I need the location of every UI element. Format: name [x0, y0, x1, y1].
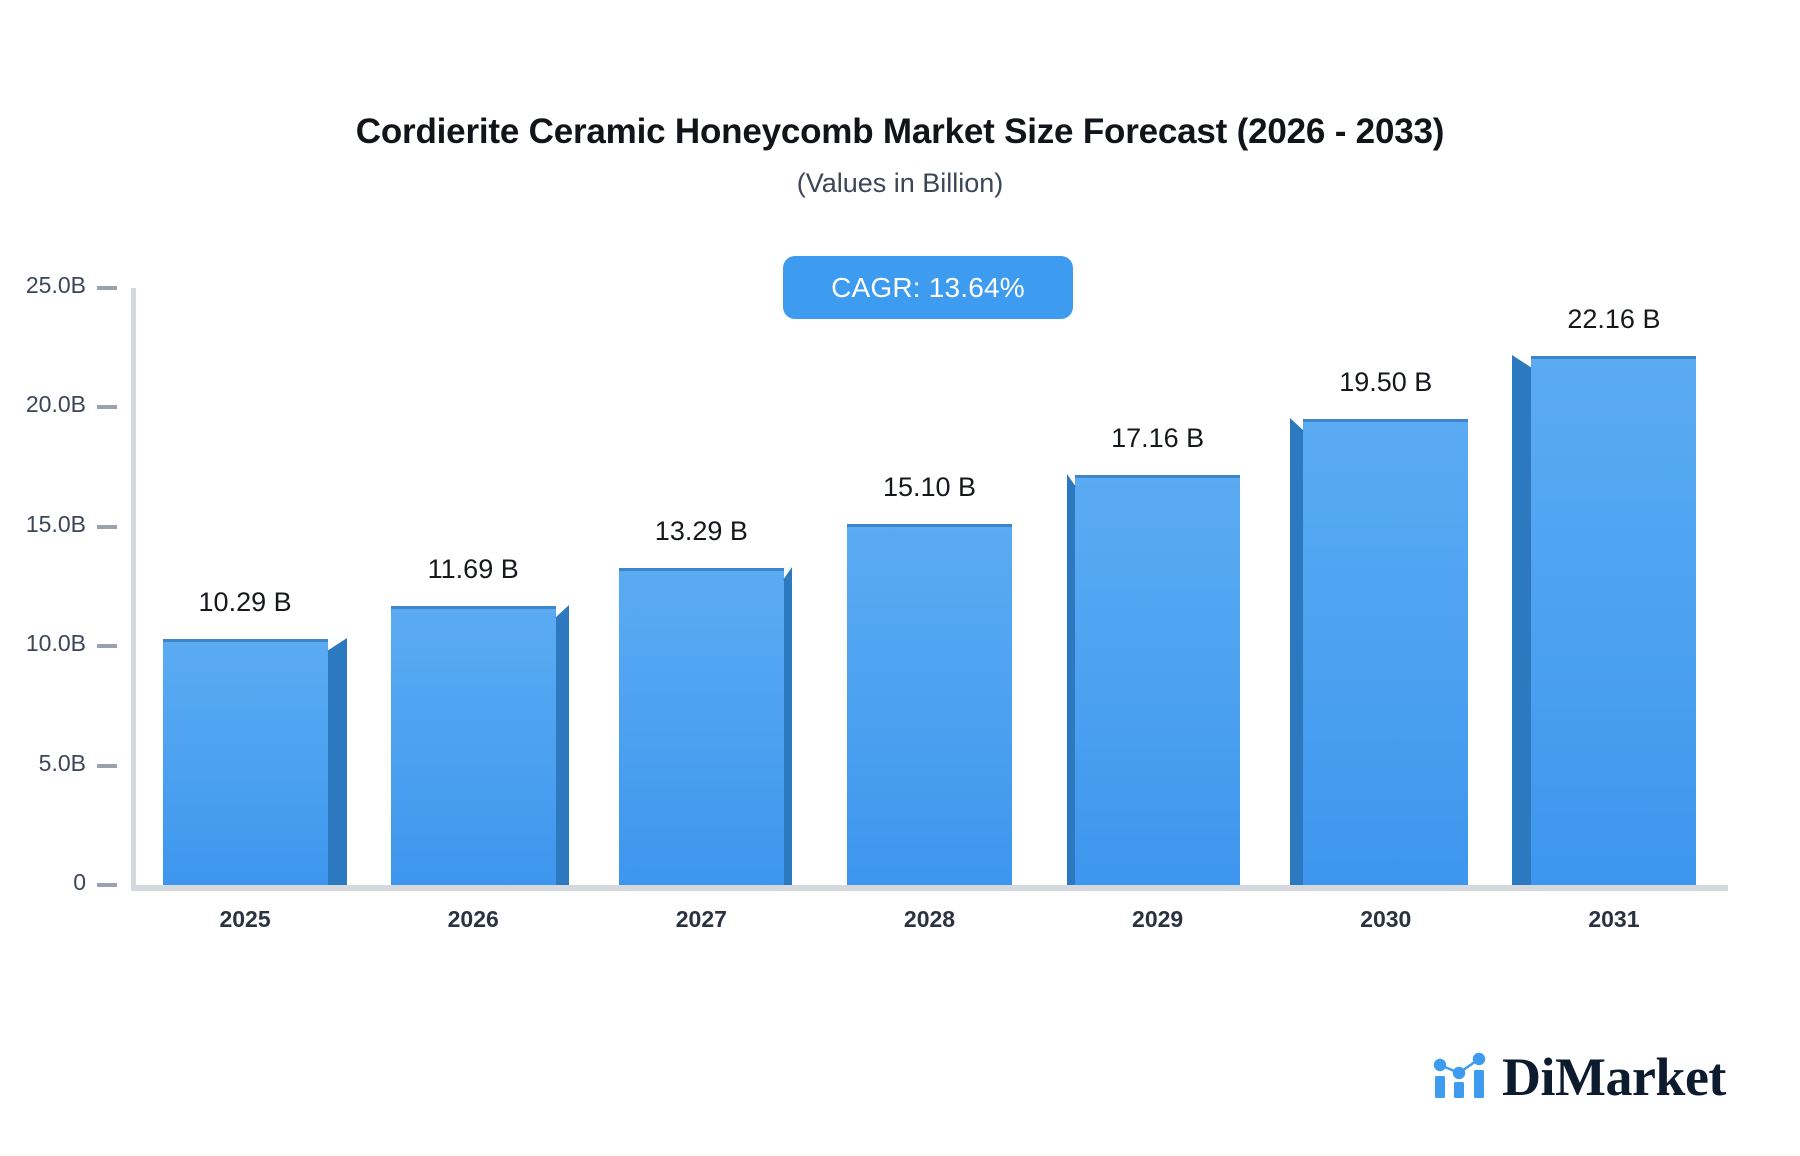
chart-subtitle: (Values in Billion) — [796, 168, 1004, 198]
x-tick-label: 2026 — [447, 906, 499, 932]
y-tick-label: 0 — [73, 869, 86, 895]
bar-value-label: 15.10 B — [882, 472, 977, 503]
bar-side-face — [1512, 354, 1533, 885]
bar-value-label: 22.16 B — [1567, 303, 1661, 334]
bar-front-face — [1303, 419, 1469, 885]
bar[interactable] — [1067, 474, 1241, 885]
bar[interactable] — [1290, 418, 1469, 885]
x-tick-label: 2028 — [903, 906, 956, 932]
bar-side-face — [326, 638, 347, 885]
chart-title: Cordierite Ceramic Honeycomb Market Size… — [355, 112, 1445, 151]
brand-logo-text: DiMarket — [1502, 1046, 1726, 1107]
bar-side-face — [1067, 474, 1077, 885]
bar[interactable] — [847, 524, 1012, 885]
bar-side-face — [554, 604, 569, 885]
x-tick-label: 2030 — [1360, 906, 1412, 932]
bar-chart-icon — [1432, 1046, 1488, 1107]
y-tick-label: 15.0B — [25, 510, 86, 537]
x-tick-label: 2029 — [1132, 906, 1184, 932]
bar-value-label: 19.50 B — [1339, 367, 1433, 398]
bar[interactable] — [162, 638, 347, 885]
bar[interactable] — [390, 604, 569, 885]
x-tick-label: 2027 — [675, 906, 727, 932]
bar-top-face — [1067, 474, 1077, 488]
y-tick-label: 20.0B — [25, 391, 86, 418]
y-tick-mark — [97, 763, 117, 768]
bar[interactable] — [618, 566, 792, 885]
bar-top-face — [326, 638, 347, 652]
y-tick-label: 25.0B — [25, 272, 86, 298]
y-tick-mark — [97, 405, 117, 410]
y-tick-mark — [97, 883, 117, 887]
bar-front-face — [847, 524, 1012, 885]
bar-front-face — [1531, 355, 1697, 885]
y-tick-mark — [97, 286, 117, 290]
y-tick-label: 5.0B — [38, 749, 86, 776]
brand-logo: DiMarket — [1432, 1046, 1726, 1107]
bar[interactable] — [1512, 354, 1697, 885]
bar-value-label: 10.29 B — [198, 587, 292, 618]
bar-front-face — [162, 639, 328, 885]
bar-top-face — [1512, 354, 1533, 368]
bar-value-label: 17.16 B — [1111, 423, 1205, 454]
bar-front-face — [390, 605, 556, 885]
y-tick-label: 10.0B — [25, 630, 86, 657]
x-axis-line — [131, 885, 1728, 891]
x-tick-label: 2025 — [219, 906, 271, 932]
bar-value-label: 11.69 B — [427, 553, 519, 584]
cagr-badge: CAGR: 13.64% — [783, 256, 1073, 319]
bar-side-face — [1290, 418, 1305, 885]
x-tick-label: 2031 — [1588, 906, 1640, 932]
y-tick-mark — [97, 524, 117, 529]
plot-area: 10.29 B 11.69 B 13.29 B 15.10 B 17.16 B 19.50… — [131, 288, 1728, 885]
y-tick-mark — [97, 644, 117, 649]
bar-side-face — [782, 566, 792, 885]
bar-top-face — [554, 604, 569, 618]
bar-value-label: 13.29 B — [654, 515, 748, 546]
bar-top-face — [782, 566, 792, 580]
cagr-badge-label: CAGR: 13.64% — [831, 271, 1025, 303]
bar-top-face — [1290, 418, 1305, 432]
y-axis-line — [131, 288, 136, 885]
bar-front-face — [1075, 475, 1241, 885]
bar-front-face — [618, 567, 784, 885]
